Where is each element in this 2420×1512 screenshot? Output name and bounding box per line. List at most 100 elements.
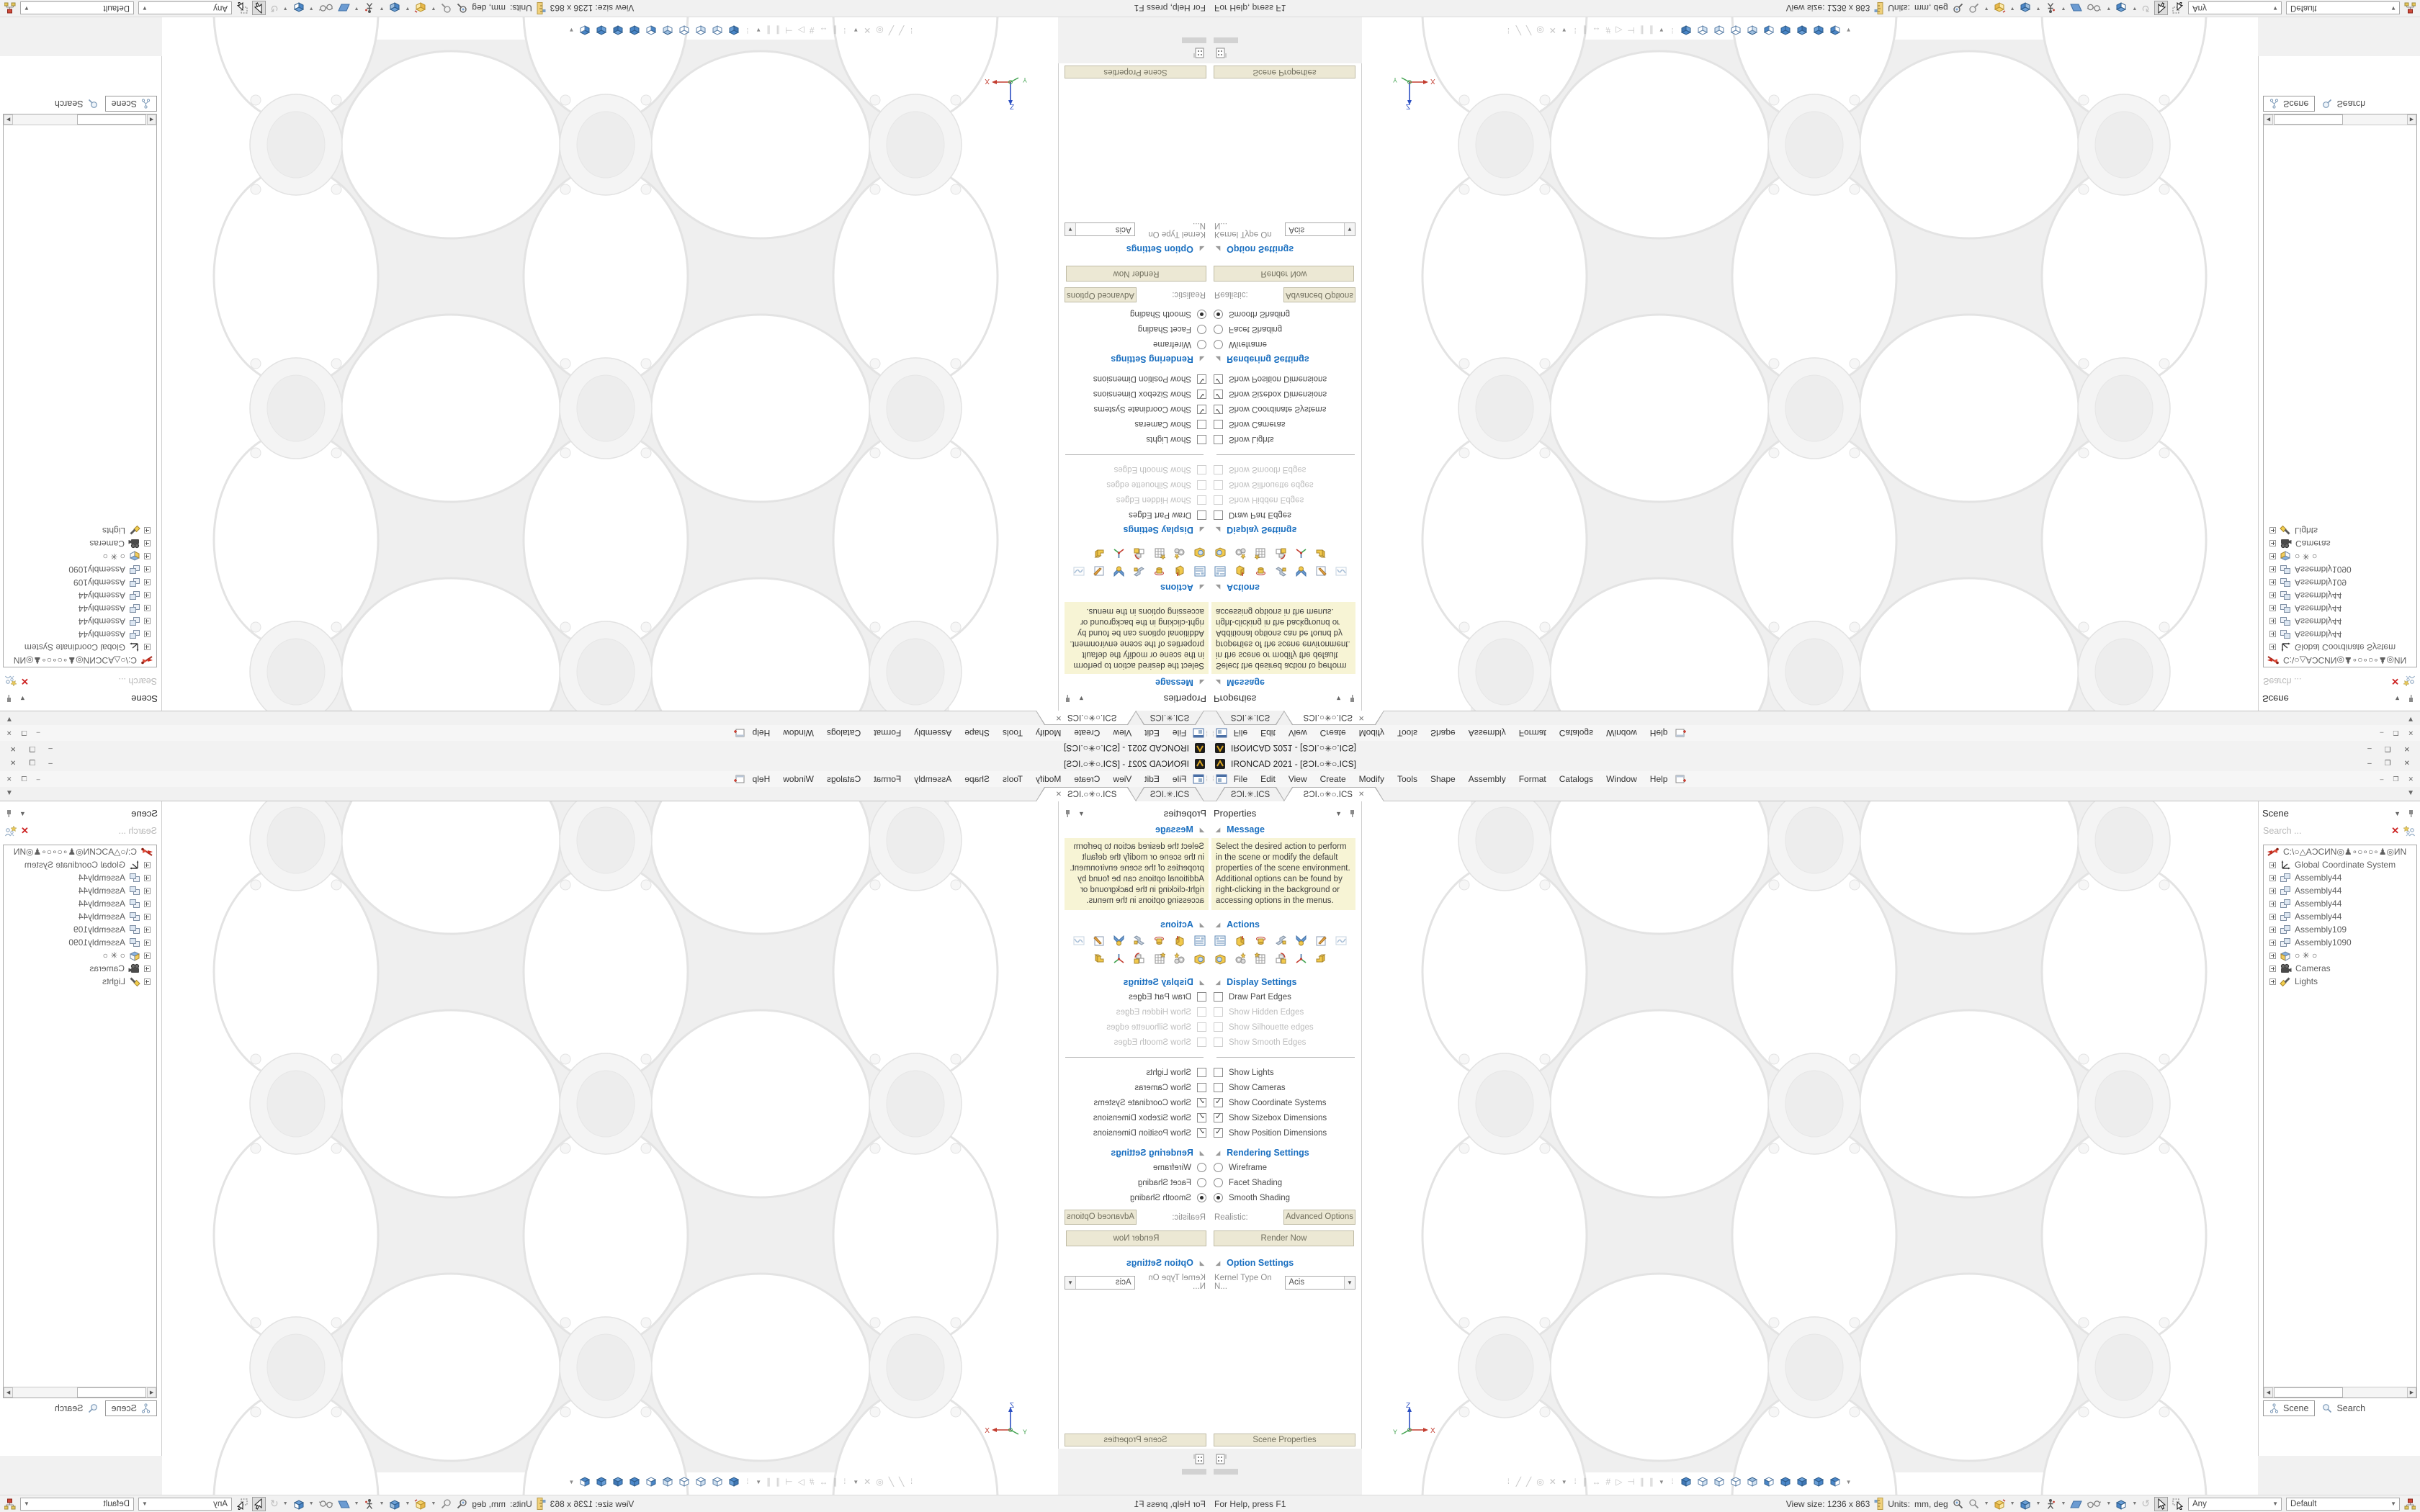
constraint-grid-icon[interactable]: # [809, 25, 815, 35]
sketch-circle-icon[interactable]: ◎ [876, 25, 884, 35]
advanced-options-button[interactable]: Advanced Options [1065, 287, 1137, 302]
spreadsheet-icon[interactable] [1153, 953, 1165, 965]
tree-item-global-coordinate-system[interactable]: Global Coordinate System [2264, 641, 2416, 654]
chevron-down-icon[interactable]: ▼ [2106, 6, 2112, 11]
sketch-cross-icon[interactable]: ✕ [1549, 25, 1556, 35]
select-cursor-button[interactable] [2154, 1, 2168, 16]
constraint-grid-icon[interactable]: # [809, 1477, 815, 1487]
tree-horizontal-scrollbar[interactable]: ◀ ▶ [4, 1387, 156, 1398]
section-option-settings[interactable]: ◢ Option Settings [1126, 244, 1204, 254]
stepped-extrude-icon[interactable] [1093, 547, 1105, 559]
radio[interactable] [1214, 325, 1223, 334]
section-display-settings[interactable]: ◢ Display Settings [1216, 977, 1297, 987]
menu-help[interactable]: Help [1649, 774, 1668, 784]
parallel-dim2-icon[interactable]: ∥ [1649, 1477, 1654, 1487]
chevron-down-icon[interactable]: ▼ [1065, 1276, 1076, 1289]
tree-item-scene-root[interactable]: C:\○△AƆCИN◎♟∘○∘○∘♟◎ИN [2264, 845, 2416, 858]
scroll-right-icon[interactable]: ▶ [4, 1387, 13, 1398]
menu-assembly[interactable]: Assembly [1468, 728, 1506, 738]
sketch-line-icon[interactable]: ╱ [1515, 1477, 1522, 1487]
spreadsheet-icon[interactable] [1255, 953, 1267, 965]
clear-search-icon[interactable]: ✕ [2391, 825, 2399, 836]
viewport-3d[interactable]: Z X Y ⁞ ╱ ╱ ◎ ✕ ▼ ⁞ ∥ ↔ # ▷ ⊣ ∥ ∥ ▼ [1363, 801, 2258, 1495]
view-cube-icon[interactable] [292, 1498, 305, 1510]
tab-search[interactable]: Search [2316, 96, 2371, 112]
docked-panel-icon[interactable] [1193, 1453, 1204, 1465]
radio-wireframe[interactable]: Wireframe [1059, 1160, 1210, 1175]
radio[interactable] [1214, 1163, 1223, 1172]
coordinate-system-icon[interactable] [1113, 547, 1125, 559]
checkbox[interactable]: ✓ [1197, 1083, 1206, 1092]
parallel-dim-icon[interactable]: ∥ [1639, 25, 1644, 35]
zoom-extents-icon[interactable] [1968, 3, 1980, 14]
coordinate-system-icon[interactable] [1295, 953, 1307, 965]
render-chart-icon[interactable] [1335, 935, 1348, 947]
viewport-3d[interactable]: Z X Y ⁞ ╱ ╱ ◎ ✕ ▼ ⁞ ∥ ↔ # ▷ ⊣ ∥ ∥ ▼ [1363, 17, 2258, 711]
render-now-button[interactable]: Render Now [1214, 1230, 1354, 1246]
menu-window[interactable]: Window [1606, 774, 1637, 784]
collapsed-toolbar-handle[interactable] [1182, 1469, 1206, 1475]
render-now-button[interactable]: Render Now [1066, 266, 1206, 282]
checkbox-draw-part-edges[interactable]: ✓Draw Part Edges [1210, 989, 1361, 1004]
radio-facet-shading[interactable]: Facet Shading [1210, 1175, 1361, 1190]
expand-plus-icon[interactable] [144, 965, 151, 972]
document-tab-inactive[interactable]: ƧƆI.✳.ICS [1216, 787, 1285, 801]
constraint-move-icon[interactable]: ↔ [819, 25, 828, 35]
document-tab-active[interactable]: ƧƆI.○✳○.ICS ✕ [1036, 711, 1137, 725]
docked-panel-icon[interactable] [1193, 47, 1204, 59]
model-perforated-lattice[interactable] [162, 801, 1057, 1495]
assembly-manager-icon[interactable] [1133, 953, 1145, 965]
display-cube-solid2-icon[interactable] [629, 1476, 640, 1488]
revolve-part-icon[interactable] [1153, 565, 1165, 577]
constraint-move-icon[interactable]: ↔ [1592, 25, 1601, 35]
tab-overflow-chevron-icon[interactable]: ▼ [2407, 789, 2414, 797]
dimension-icon[interactable]: ⊣ [785, 1477, 793, 1487]
pin-icon[interactable] [6, 695, 12, 703]
scene-tree[interactable]: C:\○△AƆCИN◎♟∘○∘○∘♟◎ИN Global Coordinate … [2263, 114, 2417, 667]
minimize-button[interactable]: – [48, 759, 53, 768]
menu-window[interactable]: Window [1606, 728, 1637, 738]
chevron-down-icon[interactable]: ▼ [2132, 1501, 2138, 1506]
expand-plus-icon[interactable] [144, 913, 151, 920]
camera-scene-icon[interactable] [1193, 547, 1206, 559]
tree-item-assembly1090[interactable]: Assembly1090 [2264, 936, 2416, 949]
revolve-part-icon[interactable] [1153, 935, 1165, 947]
tree-item-assembly1090[interactable]: Assembly1090 [4, 563, 156, 576]
panel-menu-chevron-icon[interactable]: ▼ [19, 809, 26, 817]
box-select-cursor-icon[interactable] [236, 1498, 248, 1510]
toolbar-grip[interactable]: ⁞ [844, 26, 846, 35]
display-cube-corner-icon[interactable] [579, 1476, 591, 1488]
select-cursor-button[interactable] [252, 1496, 266, 1511]
checkbox[interactable]: ✓ [1197, 1128, 1206, 1138]
chevron-down-icon[interactable]: ▼ [2106, 1501, 2112, 1506]
scroll-right-icon[interactable]: ▶ [2407, 114, 2416, 125]
radio-facet-shading[interactable]: Facet Shading [1210, 322, 1361, 337]
expand-plus-icon[interactable] [2269, 926, 2276, 933]
render-now-button[interactable]: Render Now [1066, 1230, 1206, 1246]
constraint-arrow-icon[interactable]: ▷ [1615, 1477, 1623, 1487]
display-cube-corner-icon[interactable] [579, 24, 591, 36]
stepped-extrude-icon[interactable] [1093, 953, 1105, 965]
menu-edit[interactable]: Edit [1144, 728, 1160, 738]
checkbox[interactable]: ✓ [1214, 1128, 1223, 1138]
checkbox-show-cameras[interactable]: ✓Show Cameras [1059, 1080, 1210, 1095]
checkbox-show-lights[interactable]: ✓Show Lights [1210, 1065, 1361, 1080]
render-now-button[interactable]: Render Now [1214, 266, 1354, 282]
display-cube-solid2-icon[interactable] [1780, 24, 1791, 36]
radio-facet-shading[interactable]: Facet Shading [1059, 322, 1210, 337]
kernel-type-dropdown[interactable]: Acis ▼ [1065, 1275, 1135, 1290]
revolve-part-icon[interactable] [1255, 565, 1267, 577]
advanced-options-button[interactable]: Advanced Options [1283, 1210, 1355, 1225]
tree-item-assembly[interactable]: Assembly44 [4, 884, 156, 897]
checkbox-show-coordinate-systems[interactable]: ✓ Show Coordinate Systems [1214, 1097, 1327, 1107]
sketch-circle-icon[interactable]: ◎ [1536, 1477, 1544, 1487]
checkbox[interactable]: ✓ [1197, 420, 1206, 429]
find-filter-icon[interactable] [4, 825, 17, 837]
menu-modify[interactable]: Modify [1036, 774, 1062, 784]
parallel-dim2-icon[interactable]: ∥ [766, 1477, 771, 1487]
menu-window[interactable]: Window [783, 728, 814, 738]
menu-catalogs[interactable]: Catalogs [826, 774, 861, 784]
display-cube-corner-icon[interactable] [1829, 1476, 1841, 1488]
pin-icon[interactable] [1349, 695, 1355, 703]
chevron-down-icon[interactable]: ▼ [24, 1500, 30, 1507]
